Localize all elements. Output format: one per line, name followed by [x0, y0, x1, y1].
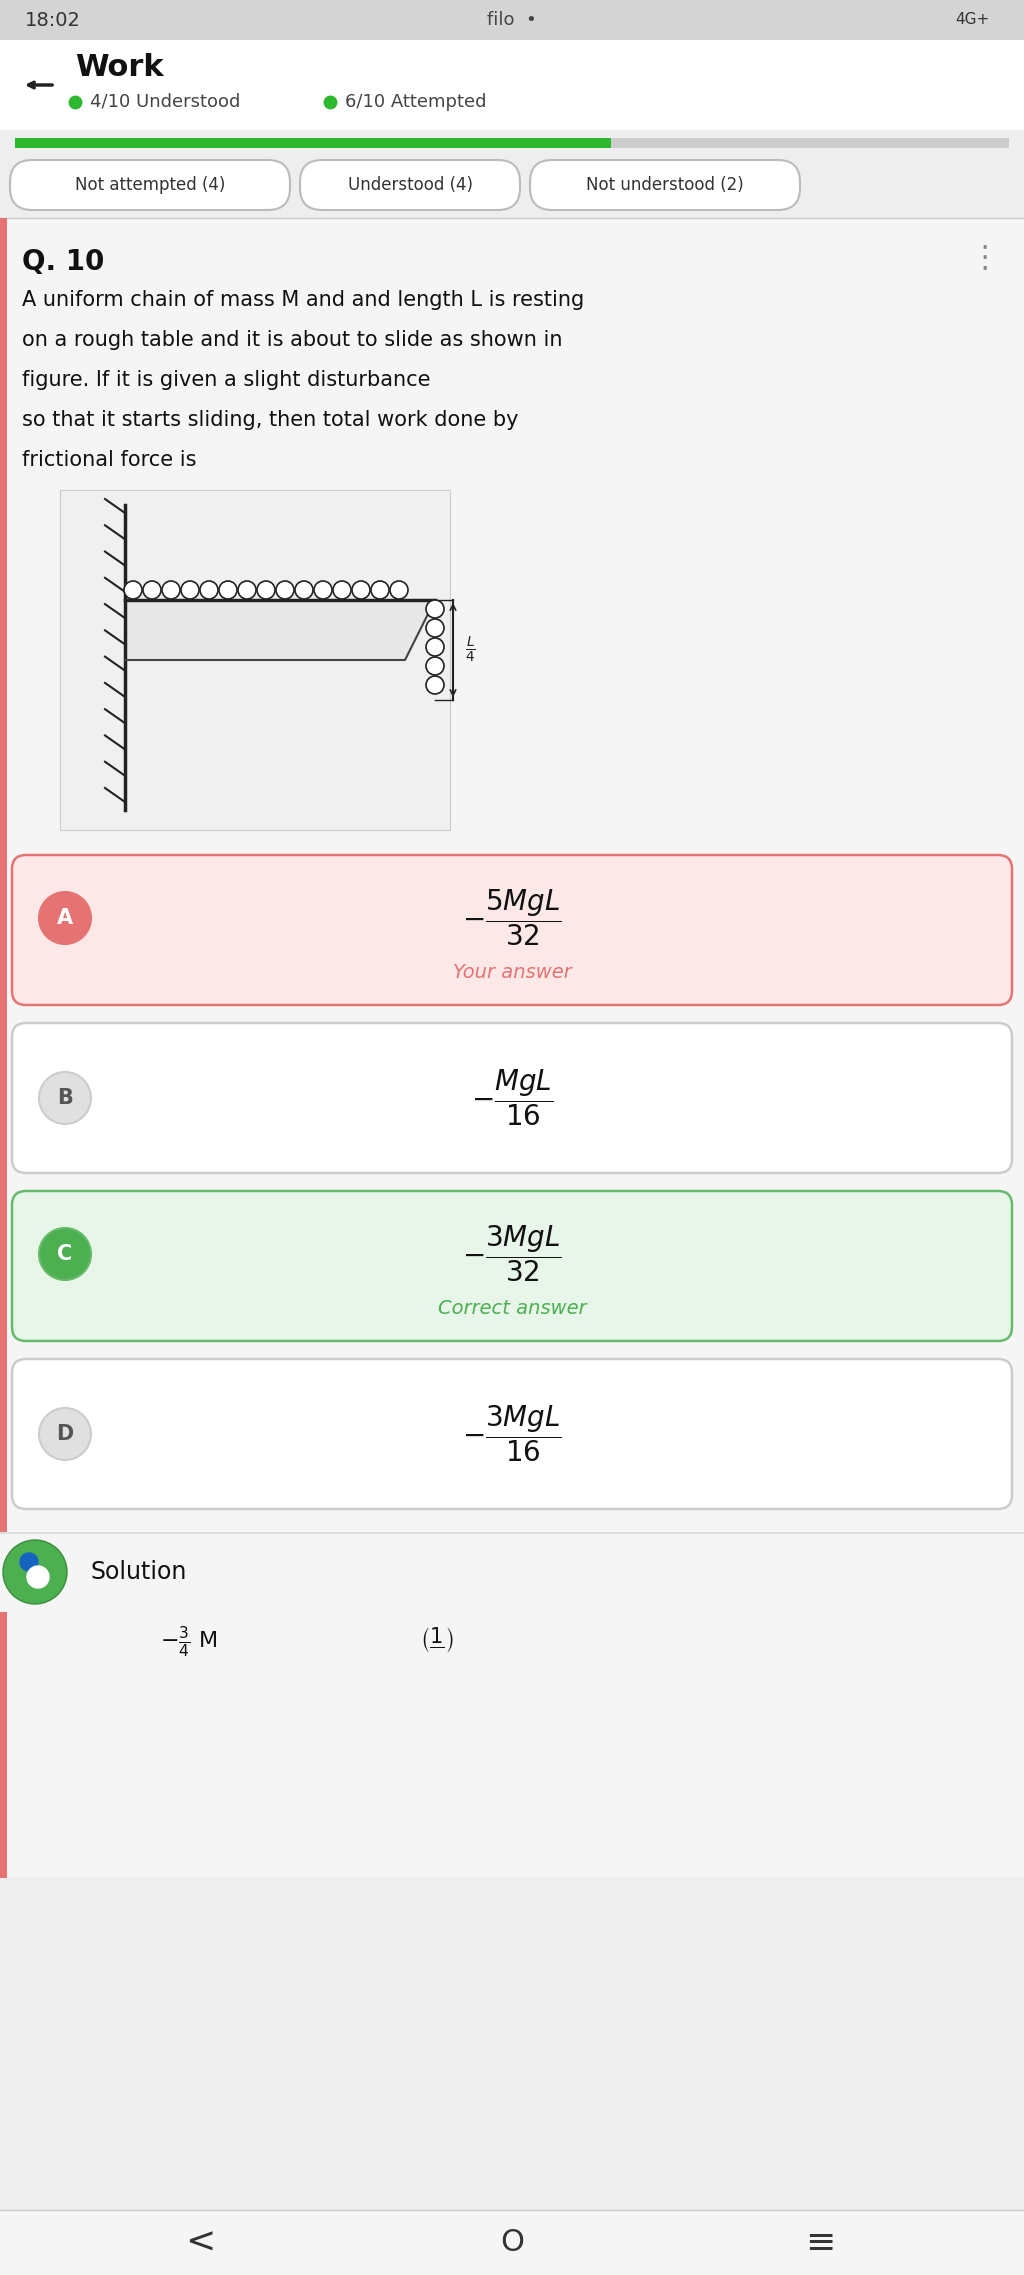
Circle shape	[219, 580, 237, 598]
Text: $-\dfrac{3MgL}{16}$: $-\dfrac{3MgL}{16}$	[462, 1404, 562, 1465]
Text: C: C	[57, 1244, 73, 1265]
Text: frictional force is: frictional force is	[22, 450, 197, 471]
Text: Correct answer: Correct answer	[437, 1299, 587, 1317]
Circle shape	[20, 1554, 38, 1572]
Bar	[0, 41, 1024, 130]
Circle shape	[371, 580, 389, 598]
Text: $-\frac{3}{4}$ M: $-\frac{3}{4}$ M	[160, 1624, 217, 1658]
Bar	[0, 0, 1024, 41]
Text: 18:02: 18:02	[25, 11, 81, 30]
Text: filo  •: filo •	[487, 11, 537, 30]
Text: Not understood (2): Not understood (2)	[586, 175, 743, 193]
Circle shape	[276, 580, 294, 598]
Text: Work: Work	[75, 55, 164, 82]
Text: $-\dfrac{5MgL}{32}$: $-\dfrac{5MgL}{32}$	[462, 887, 562, 949]
Bar	[60, 489, 450, 830]
Circle shape	[238, 580, 256, 598]
Text: Your answer: Your answer	[453, 962, 571, 981]
Text: Not attempted (4): Not attempted (4)	[75, 175, 225, 193]
Circle shape	[200, 580, 218, 598]
Text: D: D	[56, 1424, 74, 1445]
Bar	[0, 150, 1024, 228]
Circle shape	[426, 637, 444, 655]
Text: on a rough table and it is about to slide as shown in: on a rough table and it is about to slid…	[22, 330, 562, 350]
FancyBboxPatch shape	[10, 159, 290, 209]
Circle shape	[295, 580, 313, 598]
Circle shape	[257, 580, 275, 598]
Text: $-\dfrac{3MgL}{32}$: $-\dfrac{3MgL}{32}$	[462, 1224, 562, 1285]
Circle shape	[314, 580, 332, 598]
Bar	[0, 130, 1024, 150]
Polygon shape	[125, 601, 435, 660]
Circle shape	[27, 1565, 49, 1588]
Circle shape	[39, 1408, 91, 1461]
Text: 4/10 Understood: 4/10 Understood	[90, 93, 241, 111]
Bar	[15, 139, 611, 148]
Text: $\left(\dfrac{1}{\ }\right)$: $\left(\dfrac{1}{\ }\right)$	[420, 1627, 454, 1656]
Bar	[0, 2209, 1024, 2275]
Circle shape	[162, 580, 180, 598]
Text: $\frac{L}{4}$: $\frac{L}{4}$	[465, 635, 476, 664]
Circle shape	[426, 657, 444, 676]
Text: so that it starts sliding, then total work done by: so that it starts sliding, then total wo…	[22, 410, 518, 430]
Circle shape	[143, 580, 161, 598]
Circle shape	[39, 1228, 91, 1281]
Circle shape	[333, 580, 351, 598]
Text: A: A	[57, 908, 73, 928]
Circle shape	[39, 1072, 91, 1124]
Text: $-\dfrac{MgL}{16}$: $-\dfrac{MgL}{16}$	[471, 1067, 553, 1128]
Circle shape	[426, 676, 444, 694]
Bar	[0, 218, 7, 1877]
Text: 4G+: 4G+	[955, 11, 990, 27]
Circle shape	[124, 580, 142, 598]
FancyBboxPatch shape	[12, 855, 1012, 1006]
Text: Understood (4): Understood (4)	[347, 175, 472, 193]
Bar	[0, 1613, 1024, 1713]
Circle shape	[352, 580, 370, 598]
Circle shape	[390, 580, 408, 598]
Text: figure. If it is given a slight disturbance: figure. If it is given a slight disturba…	[22, 371, 430, 389]
Text: Q. 10: Q. 10	[22, 248, 104, 275]
FancyBboxPatch shape	[300, 159, 520, 209]
Circle shape	[39, 892, 91, 944]
Text: A uniform chain of mass M and and length L is resting: A uniform chain of mass M and and length…	[22, 289, 585, 309]
Text: ⋮: ⋮	[970, 243, 1000, 273]
Text: B: B	[57, 1087, 73, 1108]
FancyBboxPatch shape	[12, 1024, 1012, 1174]
FancyBboxPatch shape	[12, 1192, 1012, 1340]
Bar	[0, 218, 1024, 1877]
Circle shape	[181, 580, 199, 598]
FancyBboxPatch shape	[530, 159, 800, 209]
Bar	[0, 1531, 1024, 1613]
Circle shape	[426, 601, 444, 619]
Bar	[15, 139, 1009, 148]
FancyBboxPatch shape	[12, 1358, 1012, 1508]
Text: 6/10 Attempted: 6/10 Attempted	[345, 93, 486, 111]
Circle shape	[3, 1540, 67, 1604]
Circle shape	[426, 619, 444, 637]
Text: Solution: Solution	[90, 1561, 186, 1583]
Text: ≡: ≡	[805, 2225, 836, 2259]
Text: <: <	[184, 2225, 215, 2259]
Text: O: O	[500, 2227, 524, 2257]
